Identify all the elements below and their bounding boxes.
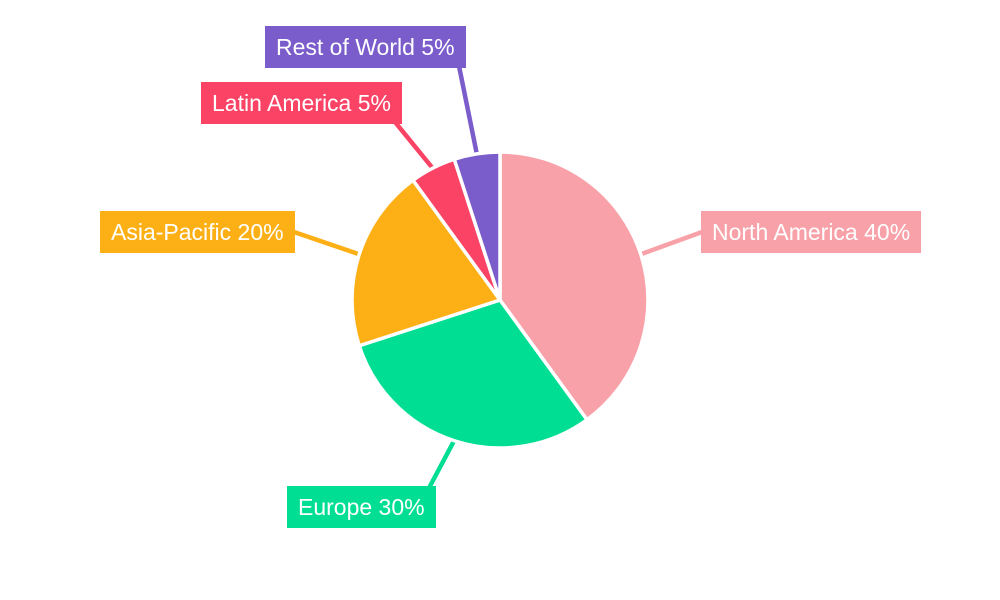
leader-line-latin-america — [392, 119, 436, 172]
leader-line-rest-of-world — [456, 63, 480, 158]
pie-label-europe: Europe 30% — [287, 486, 436, 528]
leader-line-north-america — [637, 229, 705, 257]
leader-line-asia-pacific — [291, 229, 363, 257]
pie-slice-europe[interactable] — [357, 298, 589, 450]
leader-line-europe — [426, 437, 457, 491]
pie-slice-asia-pacific[interactable] — [350, 178, 502, 348]
pie-slice-rest-of-world[interactable] — [452, 150, 502, 302]
pie-label-asia-pacific: Asia-Pacific 20% — [100, 211, 295, 253]
pie-label-north-america: North America 40% — [701, 211, 922, 253]
pie-slice-north-america[interactable] — [498, 150, 650, 422]
pie-label-rest-of-world: Rest of World 5% — [265, 26, 466, 68]
pie-label-latin-america: Latin America 5% — [201, 82, 402, 124]
